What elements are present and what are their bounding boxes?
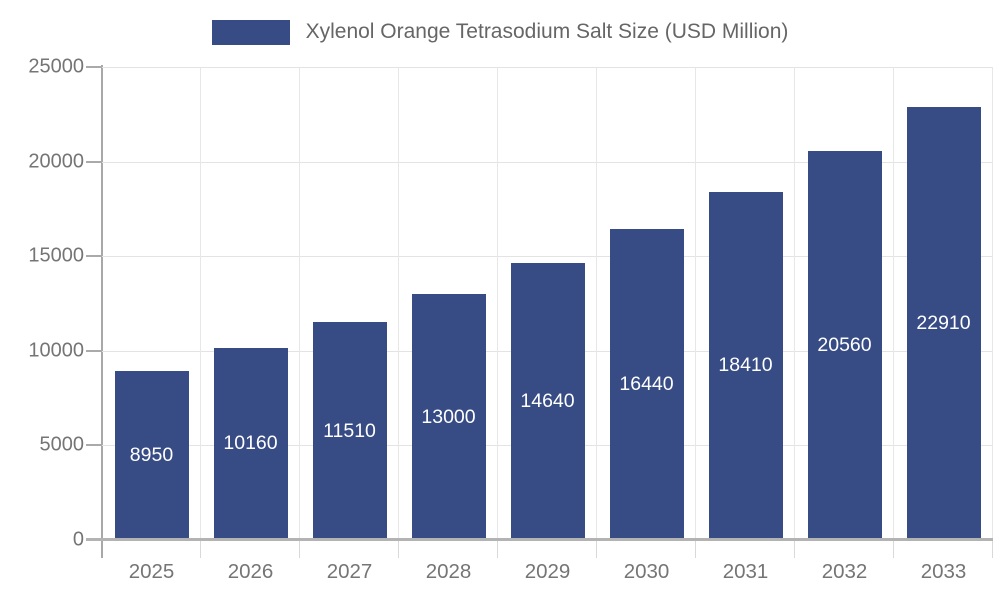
x-axis-category-label: 2031 xyxy=(722,560,769,583)
bar: 11510 xyxy=(312,322,387,540)
x-axis-category-label: 2030 xyxy=(623,560,670,583)
bar-value-label: 18410 xyxy=(718,354,773,377)
bar: 13000 xyxy=(411,294,486,540)
y-axis-tick xyxy=(86,444,101,447)
vertical-gridline xyxy=(695,67,696,540)
plot-area: 8950 10160 11510 13000 14640 16440 18410 20560 2… xyxy=(102,67,993,540)
bar: 18410 xyxy=(708,191,783,540)
bar-value-label: 10160 xyxy=(223,432,278,455)
legend-label: Xylenol Orange Tetrasodium Salt Size (US… xyxy=(305,20,789,43)
bar: 16440 xyxy=(609,228,684,540)
bar-value-label: 16440 xyxy=(619,372,674,395)
y-axis-tick-label: 10000 xyxy=(28,339,84,362)
x-axis-tick xyxy=(695,541,696,558)
x-axis-tick xyxy=(497,541,498,558)
vertical-gridline xyxy=(992,67,993,540)
x-axis-tick xyxy=(398,541,399,558)
vertical-gridline xyxy=(596,67,597,540)
y-axis-tick-label: 5000 xyxy=(39,433,85,456)
x-axis-category-label: 2029 xyxy=(524,560,571,583)
x-axis-tick xyxy=(794,541,795,558)
legend-swatch xyxy=(211,19,290,45)
y-axis-tick xyxy=(86,66,101,68)
bar: 8950 xyxy=(114,370,189,540)
vertical-gridline xyxy=(794,67,795,540)
bar-value-label: 20560 xyxy=(817,334,872,356)
x-axis-tick xyxy=(299,541,300,558)
y-axis-tick-label: 15000 xyxy=(28,244,84,267)
x-axis-category-label: 2026 xyxy=(227,560,274,583)
x-axis-category-label: 2028 xyxy=(425,560,472,583)
x-axis-category-label: 2027 xyxy=(326,560,373,583)
y-axis-tick xyxy=(86,255,101,258)
y-axis-line xyxy=(101,65,103,558)
bar-value-label: 14640 xyxy=(520,390,575,412)
bar: 22910 xyxy=(906,106,981,540)
x-axis-category-label: 2032 xyxy=(821,560,868,583)
x-axis-tick xyxy=(893,541,894,558)
horizontal-gridline xyxy=(102,67,993,68)
bar: 10160 xyxy=(213,347,288,540)
vertical-gridline xyxy=(200,67,201,540)
bar-value-label: 8950 xyxy=(129,443,174,466)
legend: Xylenol Orange Tetrasodium Salt Size (US… xyxy=(0,16,1000,48)
horizontal-gridline xyxy=(102,161,993,163)
x-axis-tick xyxy=(596,541,597,558)
x-axis-line xyxy=(86,538,993,541)
x-axis-category-label: 2033 xyxy=(920,560,967,583)
vertical-gridline xyxy=(299,67,300,540)
vertical-gridline xyxy=(398,67,399,540)
bar-value-label: 22910 xyxy=(916,311,971,334)
y-axis-tick-label: 20000 xyxy=(28,150,84,173)
y-axis-tick xyxy=(86,349,101,352)
y-axis-tick xyxy=(86,160,101,163)
vertical-gridline xyxy=(497,67,498,540)
bar-value-label: 13000 xyxy=(421,405,476,428)
vertical-gridline xyxy=(893,67,894,540)
bar: 14640 xyxy=(510,263,585,540)
y-axis-tick-label: 25000 xyxy=(28,55,84,78)
y-axis-tick-label: 0 xyxy=(72,528,84,551)
x-axis-category-label: 2025 xyxy=(128,560,175,583)
bar: 20560 xyxy=(807,151,882,540)
bar-value-label: 11510 xyxy=(323,419,376,442)
horizontal-gridline xyxy=(102,256,993,258)
x-axis-tick xyxy=(992,541,993,558)
x-axis-tick xyxy=(200,541,201,558)
